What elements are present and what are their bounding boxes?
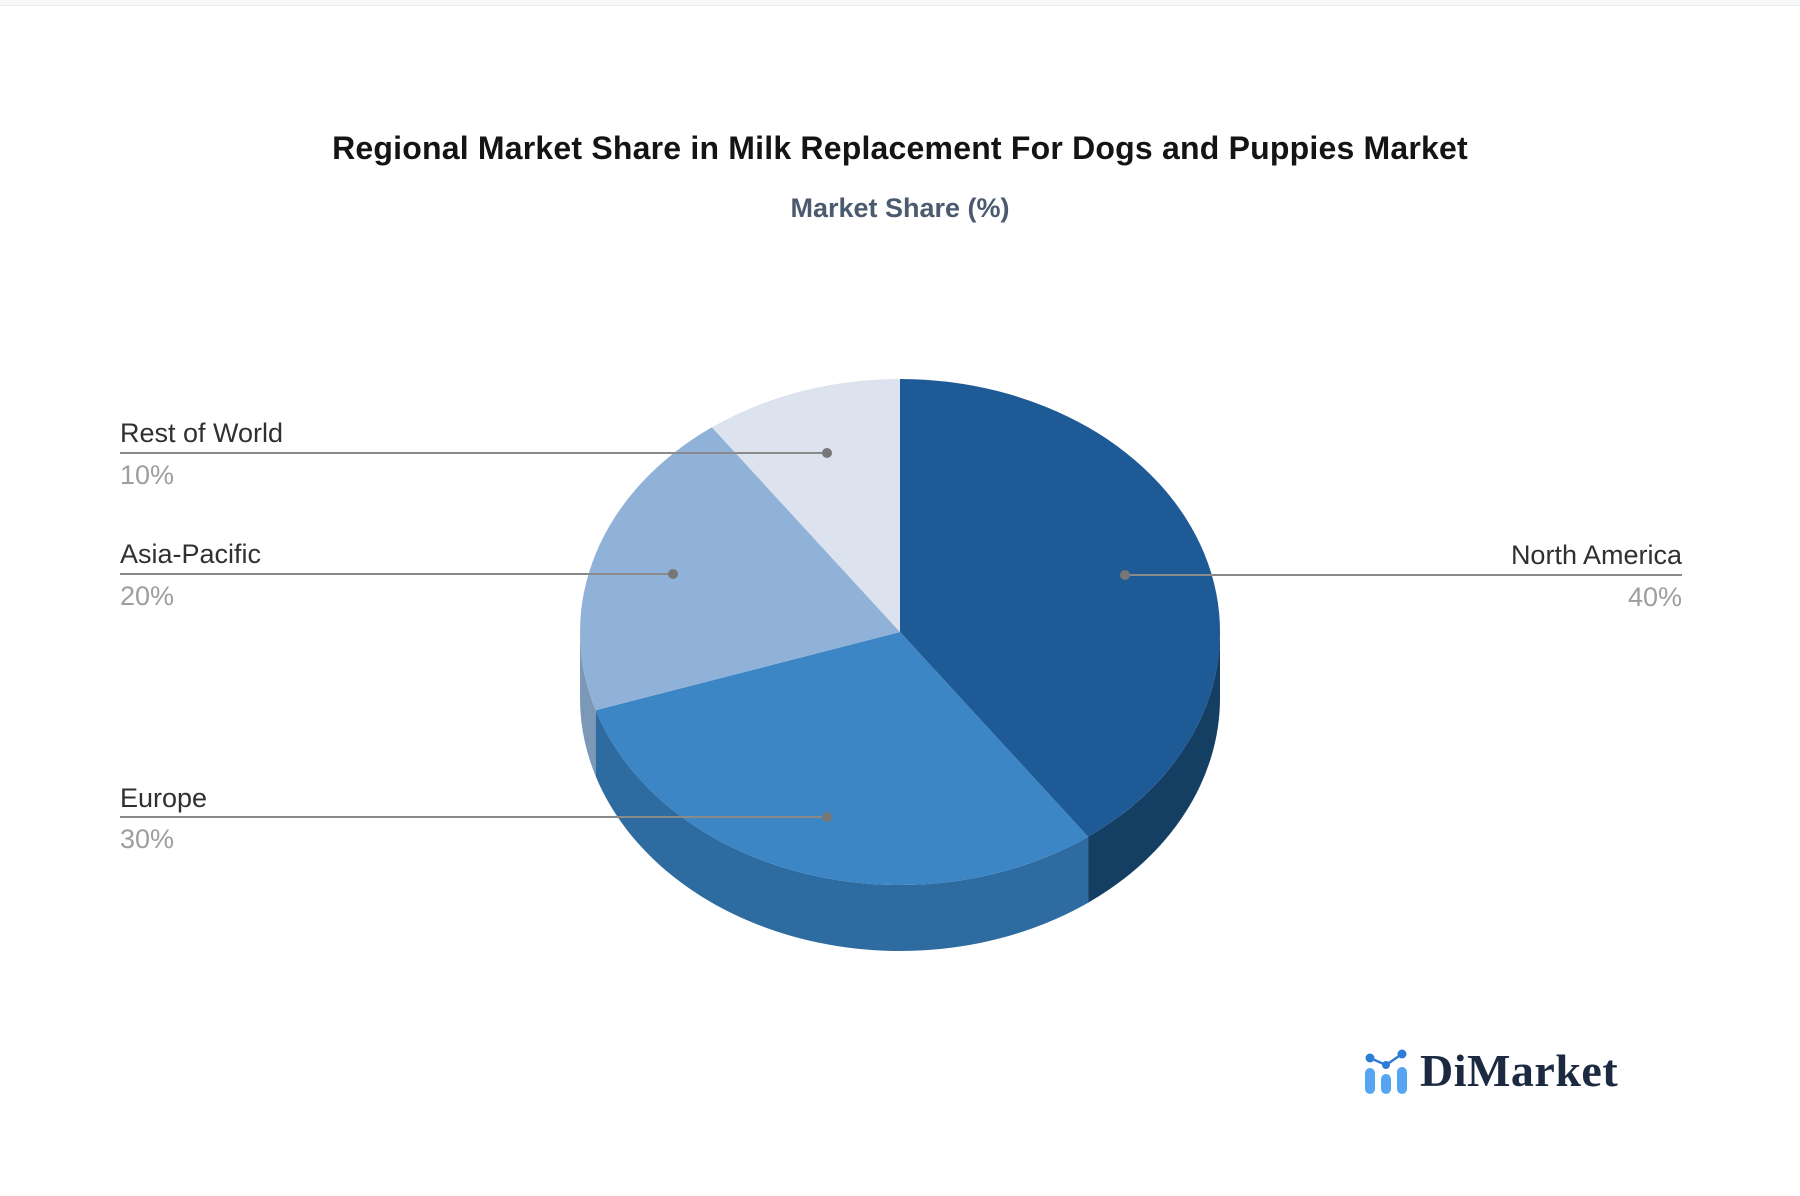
chart-title: Regional Market Share in Milk Replacemen… (332, 130, 1468, 166)
value-asia-pacific: 20% (120, 581, 175, 611)
chart-subtitle: Market Share (%) (790, 193, 1010, 223)
dimarket-logo-icon (1365, 1049, 1407, 1094)
pie-slice-north-america (900, 378, 1221, 837)
pie-slice-asia-pacific (580, 427, 900, 711)
leader-dot-north-america (1120, 570, 1130, 580)
value-europe: 30% (120, 824, 175, 854)
dimarket-logo-text: DiMarket (1420, 1045, 1619, 1096)
label-asia-pacific: Asia-Pacific (120, 539, 262, 569)
pie-slice-rest-of-world (711, 378, 900, 632)
leader-dot-europe (822, 812, 832, 822)
value-north-america: 40% (1627, 582, 1682, 612)
pie-slice-europe (595, 632, 1089, 886)
pie-side-europe (595, 710, 1089, 952)
label-rest-of-world: Rest of World (120, 418, 284, 448)
leader-dot-asia-pacific (668, 569, 678, 579)
top-border-strip (0, 0, 1800, 6)
pie-side-north-america (1088, 632, 1221, 903)
leader-dot-rest-of-world (822, 448, 832, 458)
pie-side-asia-pacific (580, 632, 596, 777)
label-north-america: North America (1510, 540, 1682, 570)
value-rest-of-world: 10% (120, 460, 175, 490)
label-europe: Europe (120, 783, 208, 813)
